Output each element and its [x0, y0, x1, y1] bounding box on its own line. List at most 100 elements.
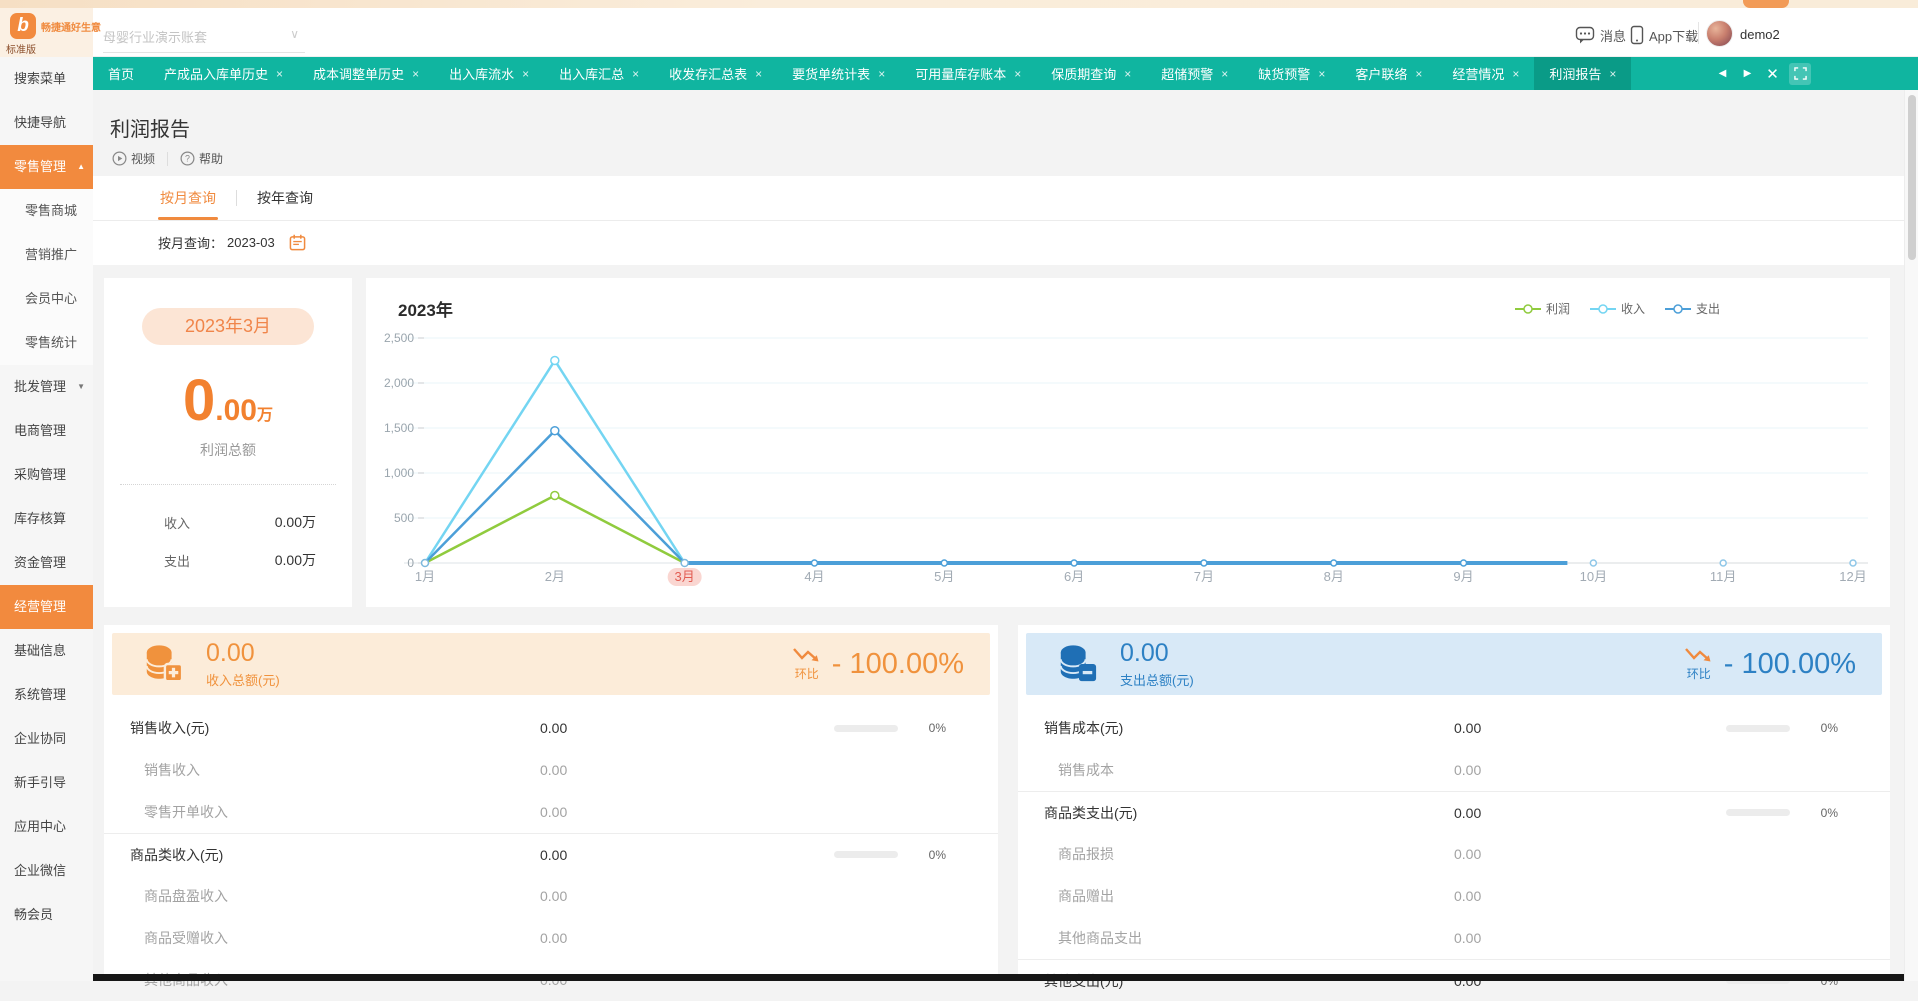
- open-tab[interactable]: 超储预警 ×: [1146, 57, 1243, 90]
- date-filter-row: 按月查询： 2023-03: [158, 220, 306, 264]
- open-tab[interactable]: 成本调整单历史 ×: [298, 57, 434, 90]
- stat-child-row: 销售收入 0.00: [104, 749, 998, 791]
- sidebar-item-库存核算[interactable]: 库存核算: [14, 511, 67, 526]
- tab-close-icon[interactable]: ×: [1221, 66, 1229, 81]
- sidebar-item-搜索菜单[interactable]: 搜索菜单: [14, 71, 67, 86]
- legend-item-利润[interactable]: 利润: [1514, 300, 1570, 317]
- tab-close-icon[interactable]: ×: [1512, 66, 1520, 81]
- date-filter-value[interactable]: 2023-03: [227, 234, 275, 250]
- legend-item-支出[interactable]: 支出: [1664, 300, 1720, 317]
- brand-edition: 标准版: [6, 45, 36, 56]
- question-circle-icon: ?: [180, 151, 195, 166]
- sidebar-item-企业微信[interactable]: 企业微信: [14, 863, 67, 878]
- calendar-icon[interactable]: [289, 234, 306, 251]
- tab-close-icon[interactable]: ×: [632, 66, 640, 81]
- video-button[interactable]: 视频: [112, 150, 155, 167]
- open-tab[interactable]: 出入库汇总 ×: [544, 57, 654, 90]
- bottom-scroll-strip[interactable]: [93, 974, 1904, 981]
- open-tab[interactable]: 首页: [93, 57, 149, 90]
- account-select[interactable]: 母婴行业演示账套 ∨: [103, 27, 305, 53]
- sidebar-item-企业协同[interactable]: 企业协同: [14, 731, 67, 746]
- stat-row-label: 商品盘盈收入: [144, 888, 228, 904]
- query-panel: 按月查询 按年查询 按月查询： 2023-03: [93, 176, 1904, 265]
- brand-name: 畅捷通好生意: [41, 23, 101, 34]
- profit-amount-dec: .00: [215, 394, 257, 427]
- app-download-button[interactable]: App下载: [1630, 25, 1698, 45]
- messages-button[interactable]: 消息: [1575, 25, 1626, 45]
- chevron-up-icon: ▲: [77, 162, 85, 171]
- open-tab[interactable]: 保质期查询 ×: [1036, 57, 1146, 90]
- tab-close-icon[interactable]: ×: [1124, 66, 1132, 81]
- tab-close-icon[interactable]: ×: [1415, 66, 1423, 81]
- svg-text:500: 500: [394, 511, 414, 525]
- tab-close-icon[interactable]: ×: [1014, 66, 1022, 81]
- tab-close-icon[interactable]: ×: [276, 66, 284, 81]
- stat-row-value: 0.00: [1454, 846, 1482, 862]
- sidebar-item-会员中心[interactable]: 会员中心: [0, 277, 93, 321]
- sidebar-item-零售商城[interactable]: 零售商城: [0, 189, 93, 233]
- sidebar-item-采购管理[interactable]: 采购管理: [14, 467, 67, 482]
- open-tab[interactable]: 收发存汇总表 ×: [654, 57, 777, 90]
- username[interactable]: demo2: [1740, 27, 1780, 42]
- svg-text:9月: 9月: [1453, 569, 1473, 584]
- stat-row-label: 商品报损: [1058, 846, 1114, 862]
- svg-text:4月: 4月: [804, 569, 824, 584]
- tab-close-icon[interactable]: ×: [1318, 66, 1326, 81]
- open-tab[interactable]: 利润报告 ×: [1534, 57, 1632, 90]
- stat-row-value: 0.00: [1454, 930, 1482, 946]
- message-bubble-icon: [1575, 26, 1595, 43]
- tab-query-by-month[interactable]: 按月查询: [158, 176, 218, 220]
- sidebar-item-营销推广[interactable]: 营销推广: [0, 233, 93, 277]
- tab-label: 保质期查询: [1051, 67, 1117, 82]
- open-tab[interactable]: 出入库流水 ×: [434, 57, 544, 90]
- user-avatar[interactable]: [1706, 20, 1733, 47]
- stat-row-progress-bar: [1726, 809, 1790, 816]
- sidebar-item-新手引导[interactable]: 新手引导: [14, 775, 67, 790]
- svg-text:10月: 10月: [1580, 569, 1607, 584]
- open-tab[interactable]: 要货单统计表 ×: [777, 57, 900, 90]
- tab-close-icon[interactable]: ×: [878, 66, 886, 81]
- stat-row-value: 0.00: [1454, 804, 1482, 821]
- sidebar-item-零售管理[interactable]: 零售管理 ▲: [0, 145, 93, 189]
- open-tab[interactable]: 可用量库存账本 ×: [900, 57, 1036, 90]
- open-tab[interactable]: 缺货预警 ×: [1243, 57, 1340, 90]
- help-button[interactable]: ? 帮助: [180, 150, 223, 167]
- tab-scroll-left-icon[interactable]: ◀: [1718, 68, 1727, 79]
- close-all-tabs-icon[interactable]: ✕: [1766, 65, 1779, 83]
- profit-amount-unit: 万: [256, 407, 273, 424]
- sidebar-item-电商管理[interactable]: 电商管理: [14, 423, 67, 438]
- scrollbar-thumb[interactable]: [1908, 95, 1916, 260]
- tab-close-icon[interactable]: ×: [1609, 66, 1617, 81]
- legend-label: 收入: [1620, 302, 1645, 316]
- summary-row-label: 收入: [164, 515, 191, 531]
- sidebar-item-快捷导航[interactable]: 快捷导航: [14, 115, 67, 130]
- legend-item-收入[interactable]: 收入: [1589, 300, 1645, 317]
- sidebar-item-应用中心[interactable]: 应用中心: [14, 819, 67, 834]
- profit-chart-card: 2023年 利润 收入 支出 0 500 1,000 1,500 2,000 2,500 1月 2…: [366, 278, 1890, 607]
- play-circle-icon: [112, 151, 127, 166]
- sidebar-item-资金管理[interactable]: 资金管理: [14, 555, 67, 570]
- tab-close-icon[interactable]: ×: [412, 66, 420, 81]
- vertical-scrollbar[interactable]: [1904, 90, 1918, 981]
- tab-query-by-year[interactable]: 按年查询: [257, 190, 313, 206]
- sidebar-item-零售统计[interactable]: 零售统计: [0, 321, 93, 365]
- stat-row-label: 零售开单收入: [144, 804, 228, 820]
- chart-title: 2023年: [398, 301, 453, 320]
- query-tabs: 按月查询 按年查询: [158, 176, 315, 220]
- fullscreen-icon[interactable]: [1789, 62, 1811, 85]
- tab-close-icon[interactable]: ×: [755, 66, 763, 81]
- sidebar-item-基础信息[interactable]: 基础信息: [14, 643, 67, 658]
- sidebar-item-经营管理[interactable]: 经营管理: [0, 585, 93, 629]
- sidebar-item-系统管理[interactable]: 系统管理: [14, 687, 67, 702]
- top-accent-strip: [0, 0, 1918, 8]
- stat-child-row: 销售成本 0.00: [1018, 749, 1890, 791]
- expense-total-label: 支出总额(元): [1120, 673, 1194, 688]
- open-tab[interactable]: 经营情况 ×: [1437, 57, 1534, 90]
- open-tab[interactable]: 产成品入库单历史 ×: [149, 57, 298, 90]
- open-tab[interactable]: 客户联络 ×: [1340, 57, 1437, 90]
- tab-close-icon[interactable]: ×: [522, 66, 530, 81]
- sidebar-item-批发管理[interactable]: 批发管理 ▼: [0, 365, 93, 409]
- stat-row-label: 销售收入: [144, 762, 200, 778]
- sidebar-item-畅会员[interactable]: 畅会员: [14, 907, 54, 922]
- tab-scroll-right-icon[interactable]: ▶: [1743, 68, 1752, 79]
